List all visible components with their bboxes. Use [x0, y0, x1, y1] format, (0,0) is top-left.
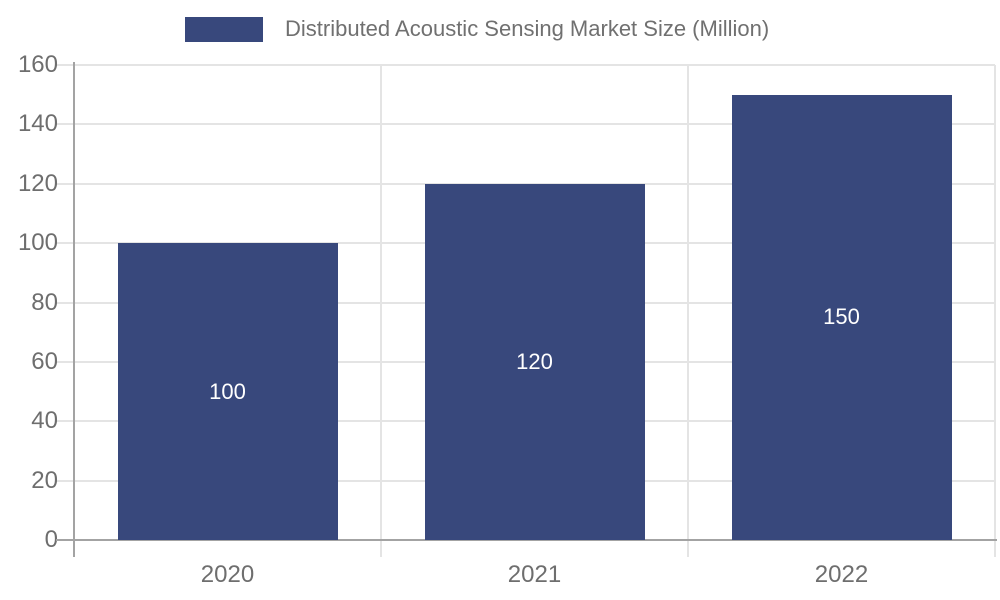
x-axis-line: [56, 539, 997, 541]
bar: 120: [424, 183, 645, 540]
legend: Distributed Acoustic Sensing Market Size…: [185, 16, 769, 42]
y-axis-line: [73, 62, 75, 557]
bar-value-label: 150: [823, 304, 860, 330]
x-tick-label: 2020: [200, 561, 255, 588]
gridline-horizontal: [56, 64, 995, 66]
legend-swatch: [185, 16, 263, 42]
x-tick-label: 2022: [814, 561, 869, 588]
y-tick-label: 80: [31, 288, 58, 316]
x-tick-label: 2021: [507, 561, 562, 588]
y-tick-label: 160: [17, 51, 58, 78]
gridline-vertical: [994, 65, 996, 557]
bar-value-label: 100: [209, 378, 246, 404]
y-tick-label: 140: [17, 110, 58, 138]
y-tick-label: 60: [31, 347, 58, 375]
gridline-vertical: [380, 65, 382, 557]
y-tick-label: 40: [31, 407, 58, 435]
y-tick-label: 20: [31, 466, 58, 494]
bar-value-label: 120: [516, 348, 553, 374]
legend-label: Distributed Acoustic Sensing Market Size…: [285, 16, 770, 41]
y-tick-label: 120: [17, 169, 58, 197]
bar: 150: [731, 94, 952, 540]
gridline-horizontal: [56, 123, 995, 126]
bar: 100: [117, 243, 338, 540]
gridline-vertical: [687, 65, 689, 557]
y-tick-label: 0: [44, 526, 58, 553]
y-tick-label: 100: [17, 229, 58, 257]
